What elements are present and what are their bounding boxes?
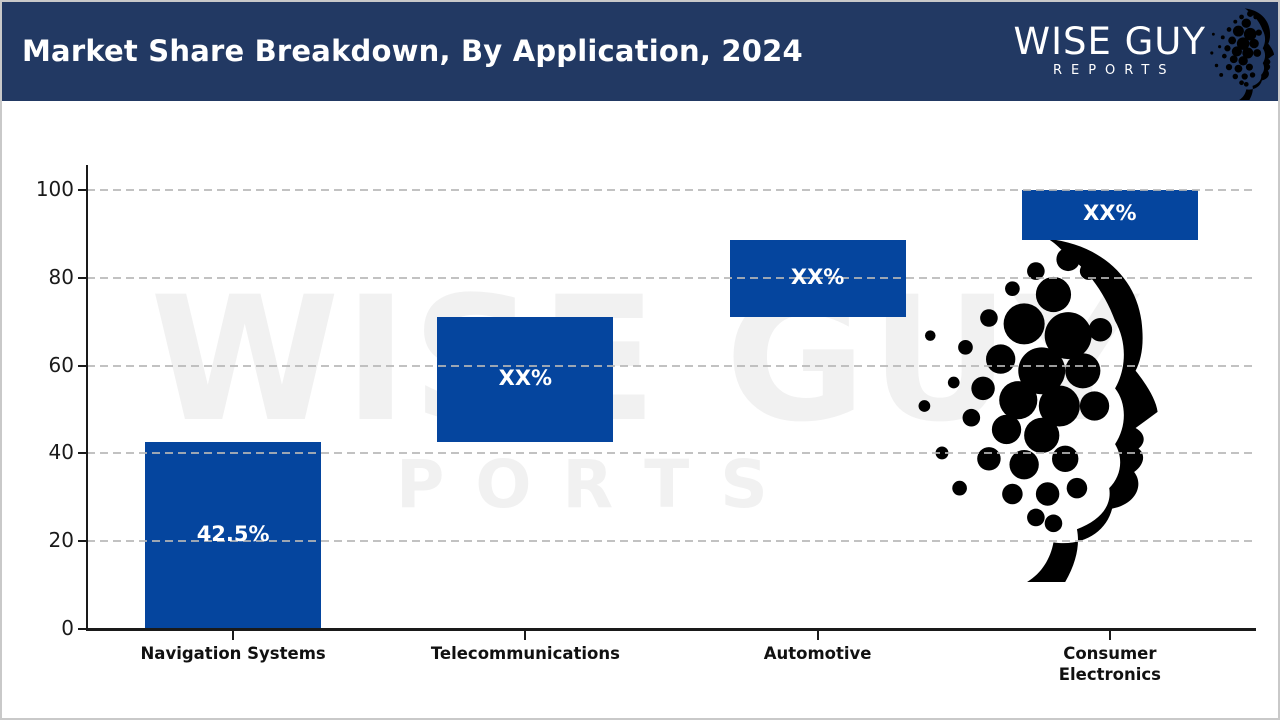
header-bar: Market Share Breakdown, By Application, … (2, 2, 1278, 101)
gridline-y80 (87, 276, 1256, 279)
y-axis-line (86, 165, 88, 629)
gridline-y20 (87, 540, 1256, 543)
bar-value-label: XX% (790, 264, 845, 289)
y-tick-label: 0 (61, 616, 74, 640)
bar-value-label: XX% (498, 365, 553, 390)
y-tick-label: 60 (48, 352, 74, 377)
watermark-reports-text: P O R T S (396, 446, 772, 523)
logo-wiseguy-label: WISE GUY (1013, 20, 1206, 63)
y-tick-label: 20 (48, 528, 74, 553)
x-tick-mark (524, 631, 527, 640)
x-tick-mark (232, 631, 235, 640)
x-tick-label: Navigation Systems (140, 644, 326, 663)
bar-value-label: XX% (1083, 201, 1137, 226)
bar-telecommunications (437, 317, 614, 443)
x-tick-mark (816, 631, 819, 640)
y-tick-mark (78, 276, 86, 279)
y-tick-label: 80 (48, 264, 74, 289)
bar-value-label: 42.5% (196, 521, 270, 546)
logo-head-icon (1210, 7, 1275, 100)
x-tick-label: Consumer Electronics (1058, 644, 1161, 684)
x-axis-line (86, 628, 1256, 631)
logo-text: WISE GUY REPORTS (1013, 20, 1206, 79)
bar-navigation-systems (145, 442, 322, 629)
logo-reports-label: REPORTS (1052, 63, 1176, 78)
gridline-y100 (87, 189, 1256, 191)
x-tick-label: Automotive (763, 644, 872, 663)
y-tick-label: 40 (48, 440, 74, 465)
x-tick-label: Telecommunications (430, 644, 620, 663)
wise-guy-reports-logo: WISE GUY REPORTS (1013, 2, 1278, 100)
bar-consumer-electronics (1021, 190, 1198, 241)
bar-automotive (729, 240, 906, 318)
y-tick-mark (78, 364, 86, 367)
gridline-y60 (87, 364, 1256, 367)
x-tick-mark (1108, 631, 1111, 640)
y-tick-mark (78, 628, 86, 630)
page-title: Market Share Breakdown, By Application, … (22, 33, 803, 68)
y-tick-mark (78, 452, 86, 455)
y-tick-mark (78, 540, 86, 543)
y-tick-mark (78, 189, 86, 191)
gridline-y40 (87, 452, 1256, 455)
y-tick-label: 100 (35, 177, 74, 201)
